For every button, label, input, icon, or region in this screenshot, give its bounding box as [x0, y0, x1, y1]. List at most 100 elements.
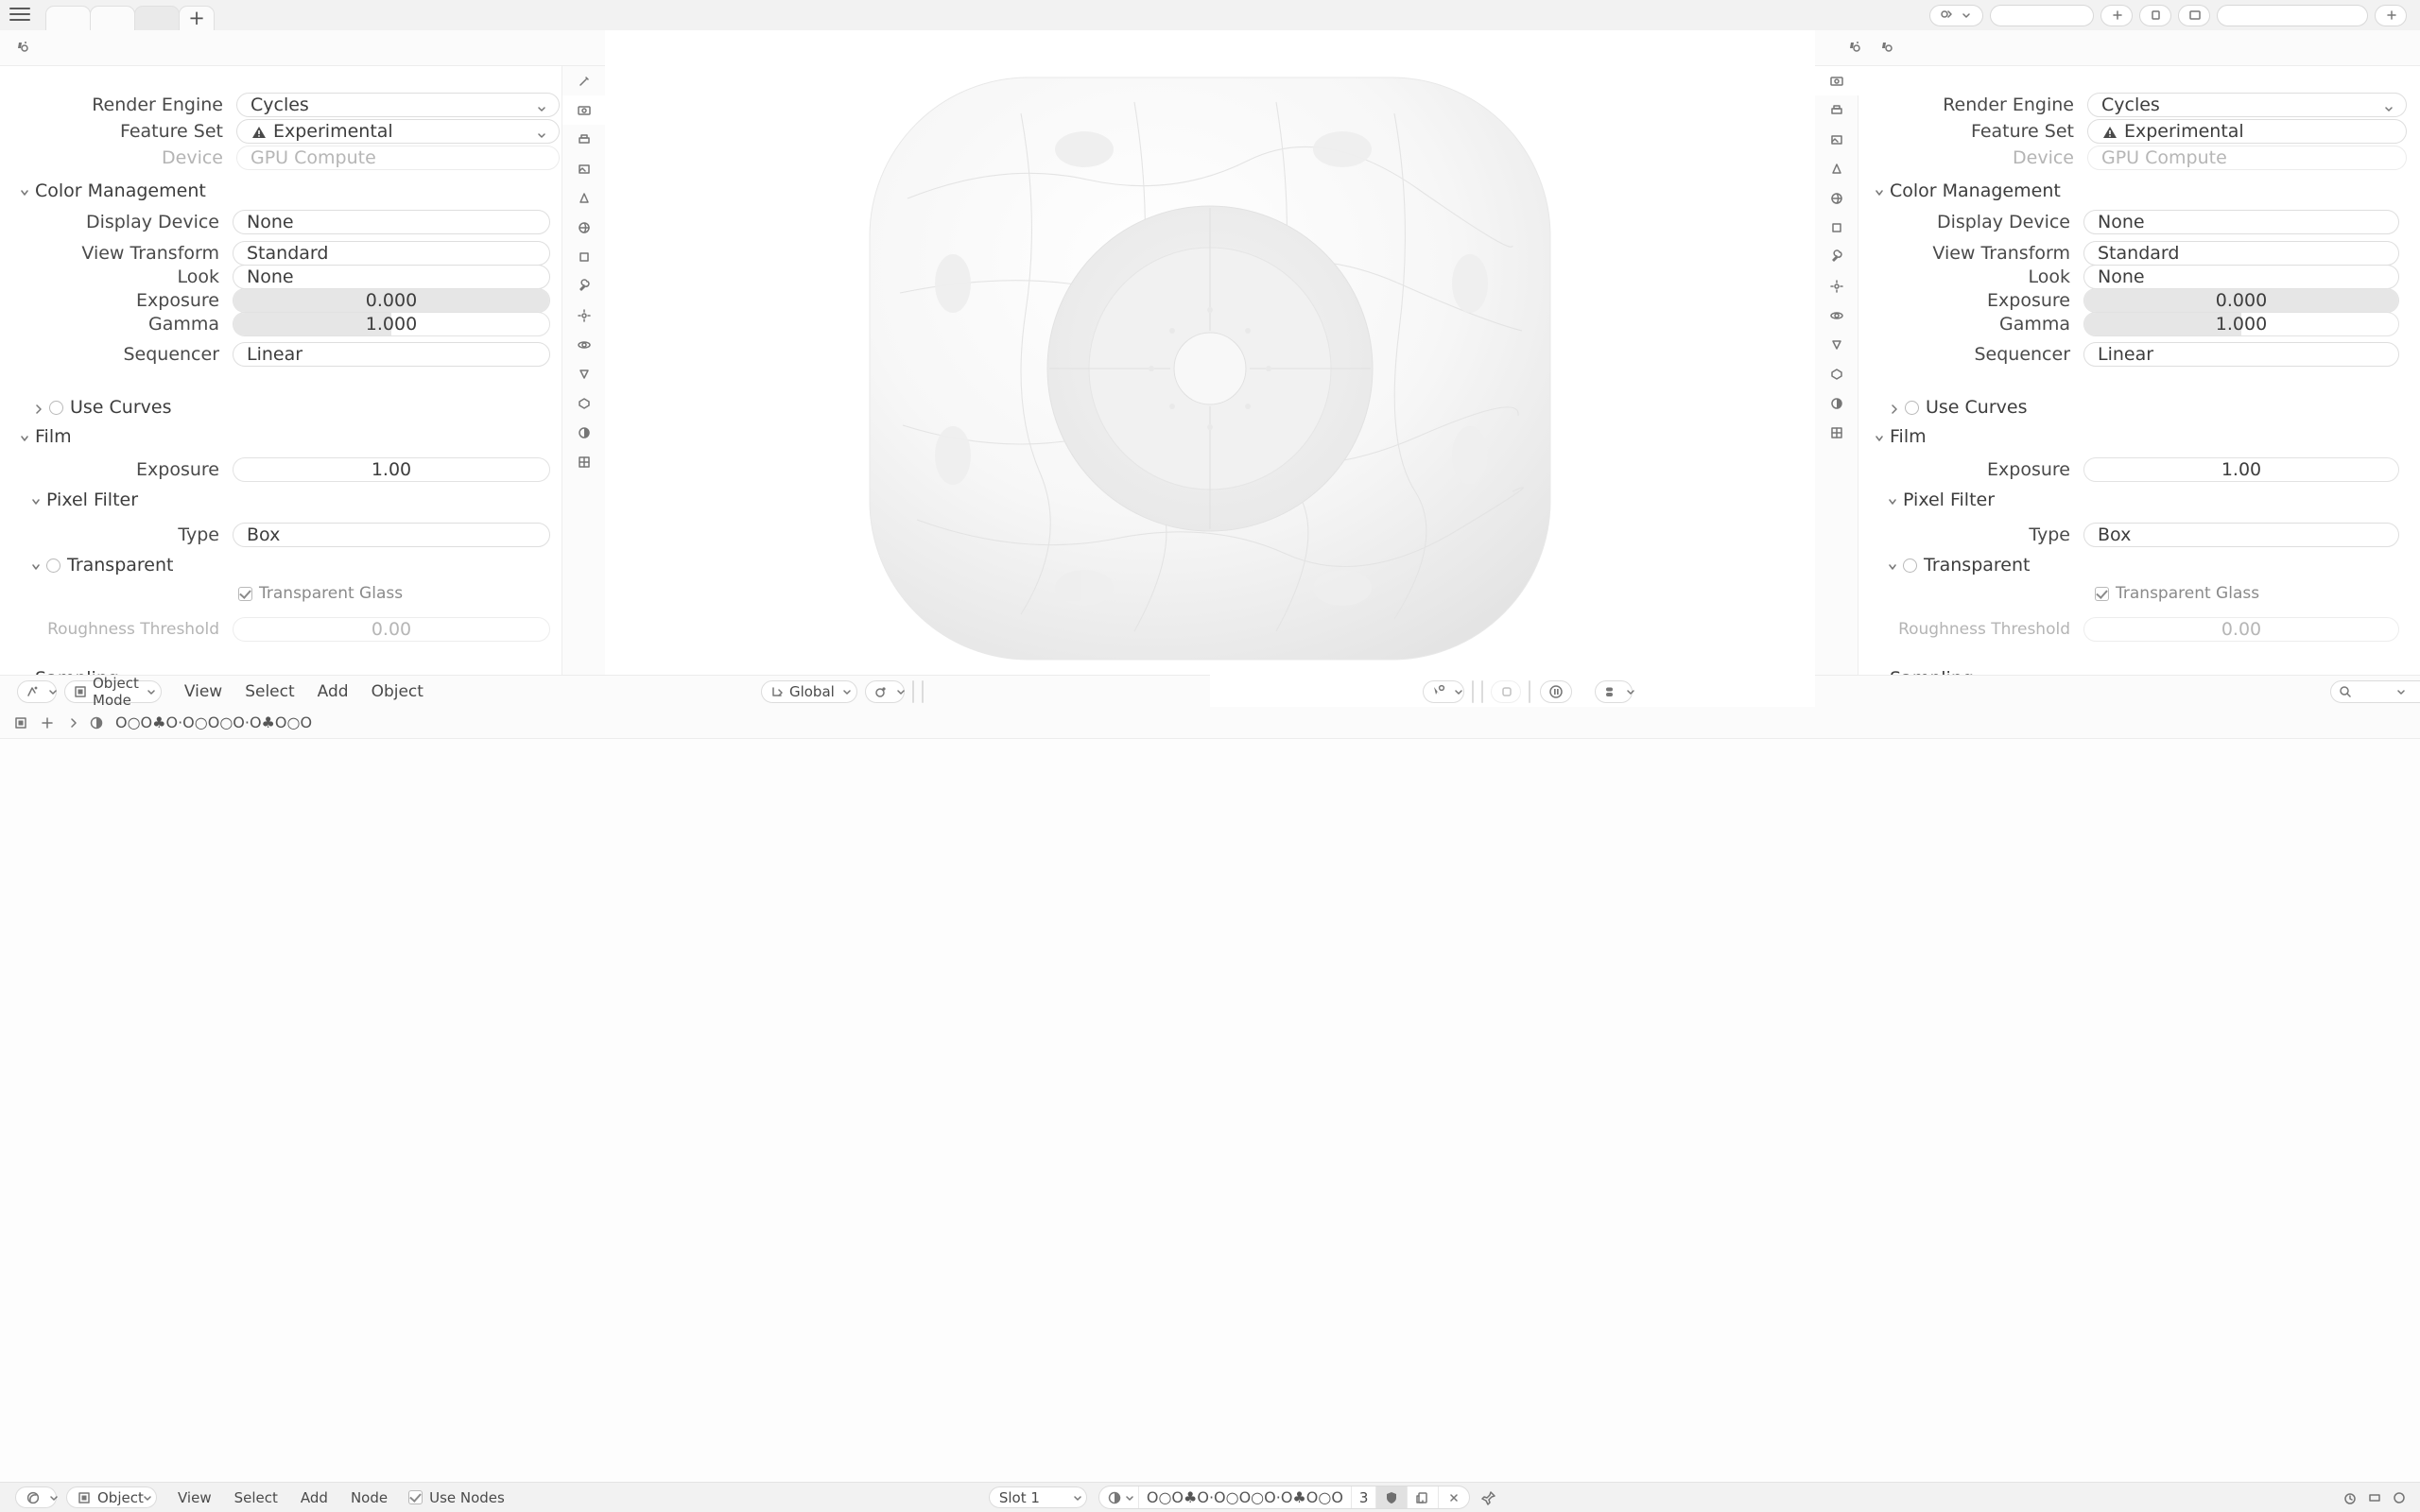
pixel-filter-section[interactable]: Pixel Filter: [28, 490, 138, 510]
tab-object-r[interactable]: [1815, 213, 1858, 242]
snap-toggle[interactable]: [913, 681, 914, 702]
mode-selector[interactable]: Object Mode: [64, 675, 162, 709]
color-management-section[interactable]: Color Management: [17, 180, 206, 201]
display-device-dropdown[interactable]: None: [233, 210, 550, 234]
node-editor-icon[interactable]: [13, 715, 28, 730]
workspace-tab-1[interactable]: [45, 6, 91, 30]
look-dropdown[interactable]: None: [233, 265, 550, 289]
menu-object[interactable]: Object: [371, 681, 424, 701]
tab-view-layer-r[interactable]: [1815, 125, 1858, 154]
transparent-checkbox[interactable]: [46, 558, 60, 573]
pivot-point-button[interactable]: [864, 679, 905, 703]
app-menu-icon[interactable]: [9, 8, 30, 23]
viewport-3d[interactable]: [605, 30, 1815, 707]
workspace-tab-3[interactable]: [134, 6, 180, 30]
scene-selector[interactable]: [1929, 4, 1983, 26]
properties-editor-icon-2[interactable]: [1879, 40, 1894, 55]
tab-material[interactable]: [562, 418, 606, 447]
tab-physics[interactable]: [562, 330, 606, 359]
use-curves-row[interactable]: Use Curves: [31, 397, 172, 418]
tab-render[interactable]: [562, 95, 606, 125]
transform-orientation-button[interactable]: Global: [760, 679, 857, 703]
scene-name-field[interactable]: [1990, 4, 2094, 26]
node-menu-select[interactable]: Select: [233, 1488, 278, 1506]
node-menu-add[interactable]: Add: [300, 1488, 328, 1506]
tab-modifiers[interactable]: [562, 271, 606, 301]
tab-modifiers-r[interactable]: [1815, 242, 1858, 271]
pause-render-button[interactable]: [1539, 679, 1572, 703]
tab-particles[interactable]: [562, 301, 606, 330]
menu-select[interactable]: Select: [245, 681, 295, 701]
tab-scene[interactable]: [562, 183, 606, 213]
film-exposure-slider[interactable]: 1.00: [233, 457, 550, 482]
tab-data[interactable]: [562, 388, 606, 418]
tab-texture[interactable]: [562, 447, 606, 476]
tab-particles-r[interactable]: [1815, 271, 1858, 301]
roughness-threshold-slider[interactable]: 0.00: [233, 617, 550, 642]
new-scene-button[interactable]: [2100, 4, 2133, 26]
editor-type-button[interactable]: [17, 679, 57, 703]
xray-toggle[interactable]: [1490, 679, 1521, 703]
tab-data-r[interactable]: [1815, 359, 1858, 388]
color-management-section-r[interactable]: Color Management: [1872, 180, 2061, 201]
visibility-button[interactable]: [1422, 679, 1464, 703]
view-layer-name-field[interactable]: [2217, 4, 2368, 26]
render-engine-dropdown-r[interactable]: Cycles: [2087, 93, 2407, 117]
menu-view[interactable]: View: [183, 681, 223, 701]
render-engine-dropdown[interactable]: Cycles: [236, 93, 560, 117]
unlink-material-button[interactable]: [1439, 1486, 1469, 1508]
overlay-toggle[interactable]: [1482, 681, 1483, 702]
feature-set-dropdown[interactable]: Experimental: [236, 119, 560, 144]
material-name-field[interactable]: O○O♣O·O○O○O·O♣O○O: [1139, 1486, 1352, 1508]
tab-constraints-r[interactable]: [1815, 330, 1858, 359]
shader-editor-type-button[interactable]: [15, 1486, 58, 1508]
tab-world[interactable]: [562, 213, 606, 242]
transparent-checkbox-r[interactable]: [1903, 558, 1917, 573]
exposure-slider[interactable]: 0.000: [233, 288, 550, 313]
fake-user-button[interactable]: [1376, 1486, 1409, 1508]
pixel-filter-type-dropdown[interactable]: Box: [233, 523, 550, 547]
film-exposure-slider-r[interactable]: 1.00: [2083, 457, 2399, 482]
tab-tool[interactable]: [562, 66, 606, 95]
tab-scene-r[interactable]: [1815, 154, 1858, 183]
pin-icon[interactable]: [40, 715, 55, 730]
copy-scene-button[interactable]: [2139, 4, 2171, 26]
sequencer-dropdown-r[interactable]: Linear: [2083, 342, 2399, 367]
look-dropdown-r[interactable]: None: [2083, 265, 2399, 289]
tab-view-layer[interactable]: [562, 154, 606, 183]
properties-search-input-r[interactable]: [2330, 680, 2420, 703]
use-curves-checkbox-r[interactable]: [1905, 400, 1919, 415]
node-menu-node[interactable]: Node: [350, 1488, 389, 1506]
view-transform-dropdown[interactable]: Standard: [233, 241, 550, 266]
transparent-section[interactable]: Transparent: [28, 555, 174, 576]
feature-set-dropdown-r[interactable]: Experimental: [2087, 119, 2407, 144]
film-section[interactable]: Film: [17, 426, 72, 447]
transparent-glass-row[interactable]: Transparent Glass: [238, 584, 403, 603]
material-users-count[interactable]: 3: [1352, 1486, 1377, 1508]
slot-selector[interactable]: Slot 1: [988, 1486, 1087, 1508]
gizmo-toggle[interactable]: [1473, 681, 1474, 702]
properties-editor-icon[interactable]: [15, 40, 30, 55]
gamma-slider[interactable]: 1.000: [233, 312, 550, 336]
tab-texture-r[interactable]: [1815, 418, 1858, 447]
use-nodes-checkbox[interactable]: [408, 1490, 424, 1504]
workspace-tab-2[interactable]: [90, 6, 135, 30]
tab-physics-r[interactable]: [1815, 301, 1858, 330]
expand-icon[interactable]: [2394, 684, 2409, 699]
duplicate-material-button[interactable]: [1408, 1486, 1440, 1508]
tab-world-r[interactable]: [1815, 183, 1858, 213]
proportional-toggle[interactable]: [923, 681, 924, 702]
node-canvas[interactable]: Position Normal Tangent True Normal Inco…: [0, 739, 2420, 1482]
device-dropdown[interactable]: GPU Compute: [236, 146, 560, 170]
view-transform-dropdown-r[interactable]: Standard: [2083, 241, 2399, 266]
transparent-section-r[interactable]: Transparent: [1885, 555, 2031, 576]
material-browse-button[interactable]: [1099, 1486, 1139, 1508]
use-curves-checkbox[interactable]: [49, 400, 63, 415]
pixel-filter-section-r[interactable]: Pixel Filter: [1885, 490, 1995, 510]
tab-output[interactable]: [562, 125, 606, 154]
exposure-slider-r[interactable]: 0.000: [2083, 288, 2399, 313]
pixel-filter-type-dropdown-r[interactable]: Box: [2083, 523, 2399, 547]
tab-render-r[interactable]: [1815, 66, 1858, 95]
sampling-section-r[interactable]: Sampling: [1872, 668, 1974, 675]
tab-object[interactable]: [562, 242, 606, 271]
